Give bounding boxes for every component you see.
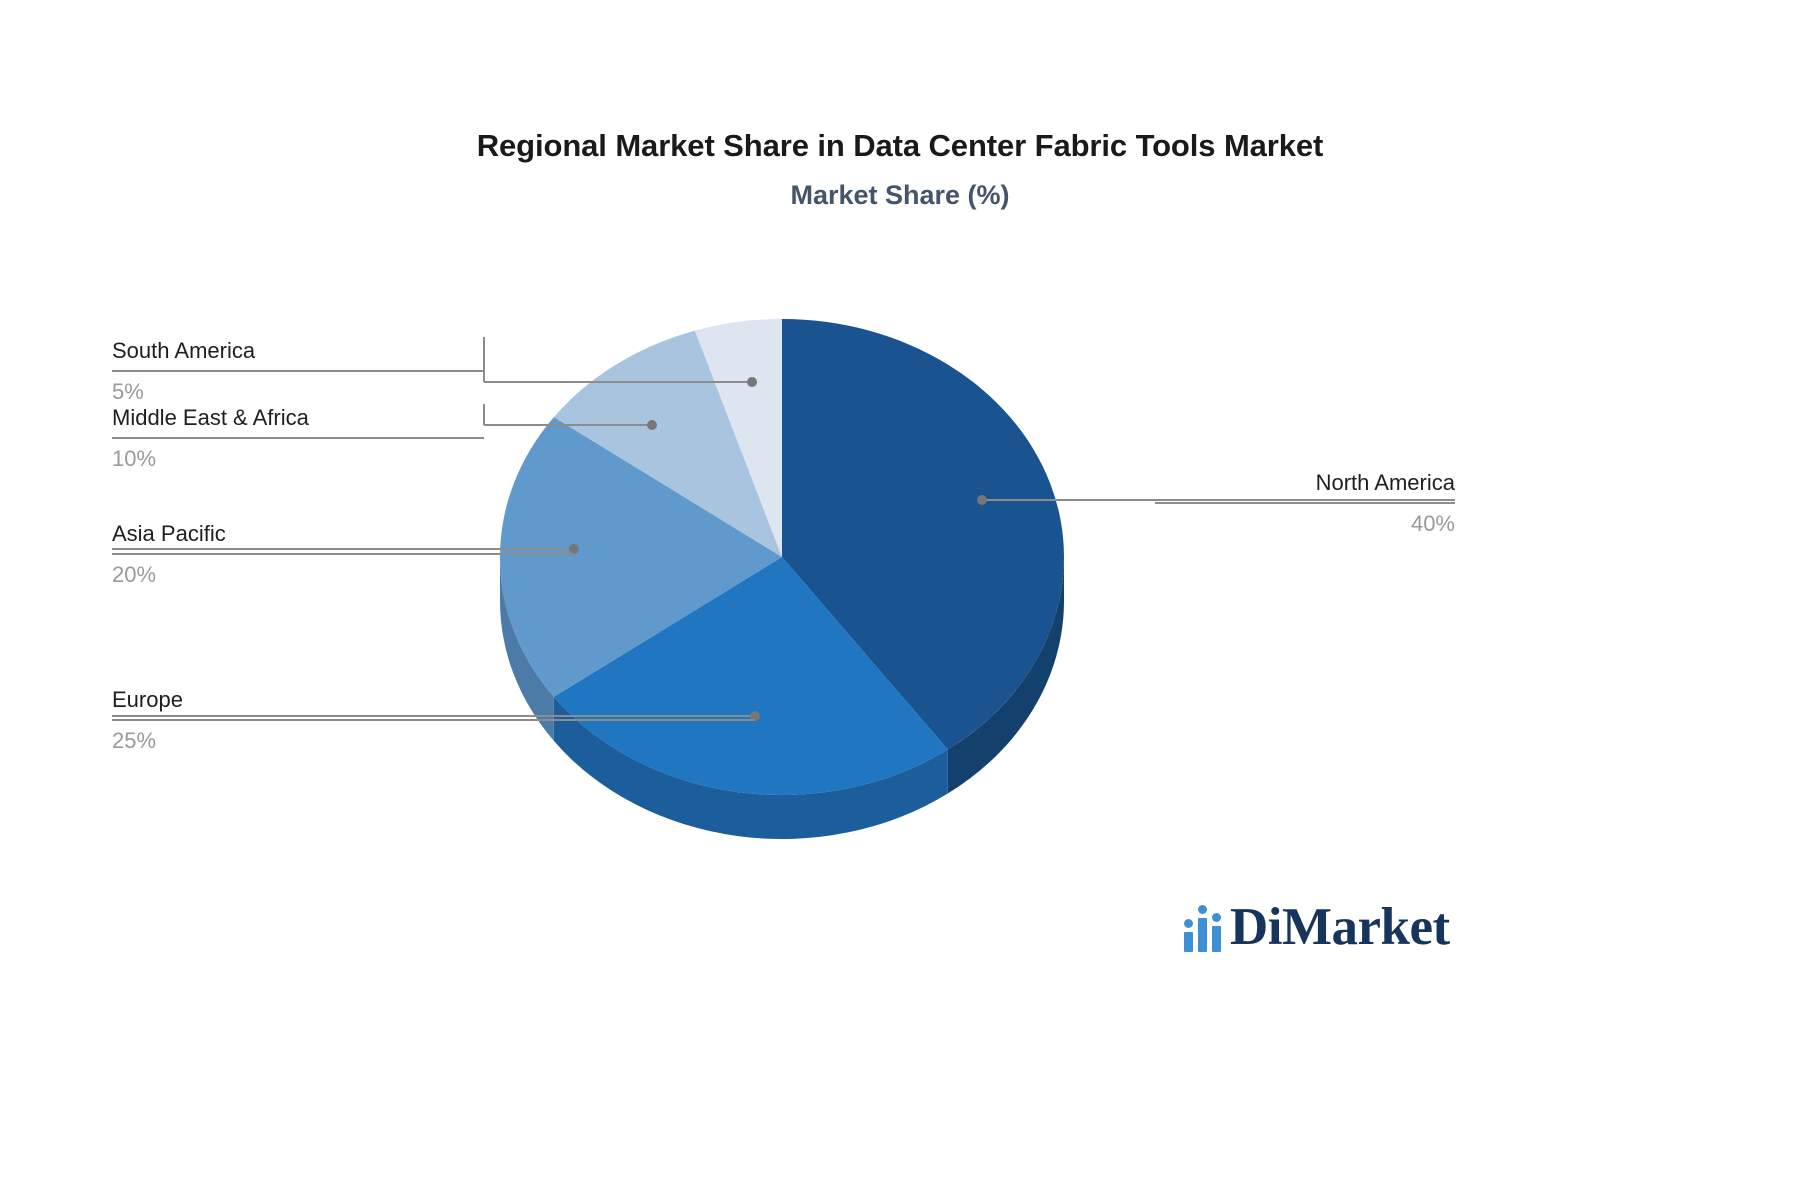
chart-subtitle: Market Share (%): [790, 179, 1010, 210]
callout-rule-south-america: [112, 369, 484, 372]
callout-value-europe: 25%: [112, 727, 157, 753]
pie-slice-europe[interactable]: [553, 557, 948, 795]
pie-depth-asia-pacific: [500, 557, 554, 741]
pie-slices-group: [499, 319, 1064, 795]
leader-dot-asia-pacific: [569, 544, 579, 554]
bar-chart-icon-bar-3: [1212, 913, 1221, 953]
callout-value-middle-east-africa: 10%: [112, 445, 157, 471]
callout-value-north-america: 40%: [1410, 510, 1455, 536]
pie-slice-middle-east-africa[interactable]: [553, 330, 782, 557]
leader-lines-group: [112, 337, 1455, 717]
leader-dot-north-america: [977, 495, 987, 505]
callout-north-america: North America 40%: [1155, 469, 1455, 537]
callout-value-asia-pacific: 20%: [112, 561, 157, 587]
callout-label-south-america: South America: [112, 338, 256, 363]
bar-chart-icon-bar-1: [1184, 919, 1193, 953]
brand-wordmark: DiMarket: [1230, 898, 1450, 956]
pie-slice-south-america[interactable]: [694, 319, 782, 557]
callout-rule-middle-east-africa: [112, 436, 484, 439]
callout-label-north-america: North America: [1315, 470, 1455, 495]
chart-title: Regional Market Share in Data Center Fab…: [476, 128, 1324, 163]
pie-depth-europe: [553, 696, 948, 840]
pie-depth-group: [500, 557, 1064, 840]
callout-asia-pacific: Asia Pacific 20%: [112, 520, 574, 588]
callout-europe: Europe 25%: [112, 686, 755, 754]
bar-chart-icon-bar-2: [1198, 905, 1207, 953]
callout-label-asia-pacific: Asia Pacific: [112, 521, 226, 546]
callout-middle-east-africa: Middle East & Africa 10%: [112, 404, 484, 472]
leader-dot-middle-east-africa: [647, 420, 657, 430]
pie-slice-asia-pacific[interactable]: [499, 417, 782, 697]
bar-chart-icon: [1184, 905, 1221, 953]
callout-rule-europe: [112, 718, 755, 721]
callout-rule-north-america: [1155, 501, 1455, 504]
leader-dot-south-america: [747, 377, 757, 387]
pie-depth-north-america: [947, 557, 1064, 794]
title-block: Regional Market Share in Data Center Fab…: [0, 128, 1800, 211]
callout-rule-asia-pacific: [112, 552, 574, 555]
callout-value-south-america: 5%: [112, 378, 144, 404]
brand-logo: DiMarket: [1184, 898, 1450, 956]
pie-slice-north-america[interactable]: [782, 319, 1064, 750]
callout-south-america: South America 5%: [112, 337, 484, 405]
callout-label-middle-east-africa: Middle East & Africa: [112, 405, 309, 430]
callout-label-europe: Europe: [112, 687, 183, 712]
